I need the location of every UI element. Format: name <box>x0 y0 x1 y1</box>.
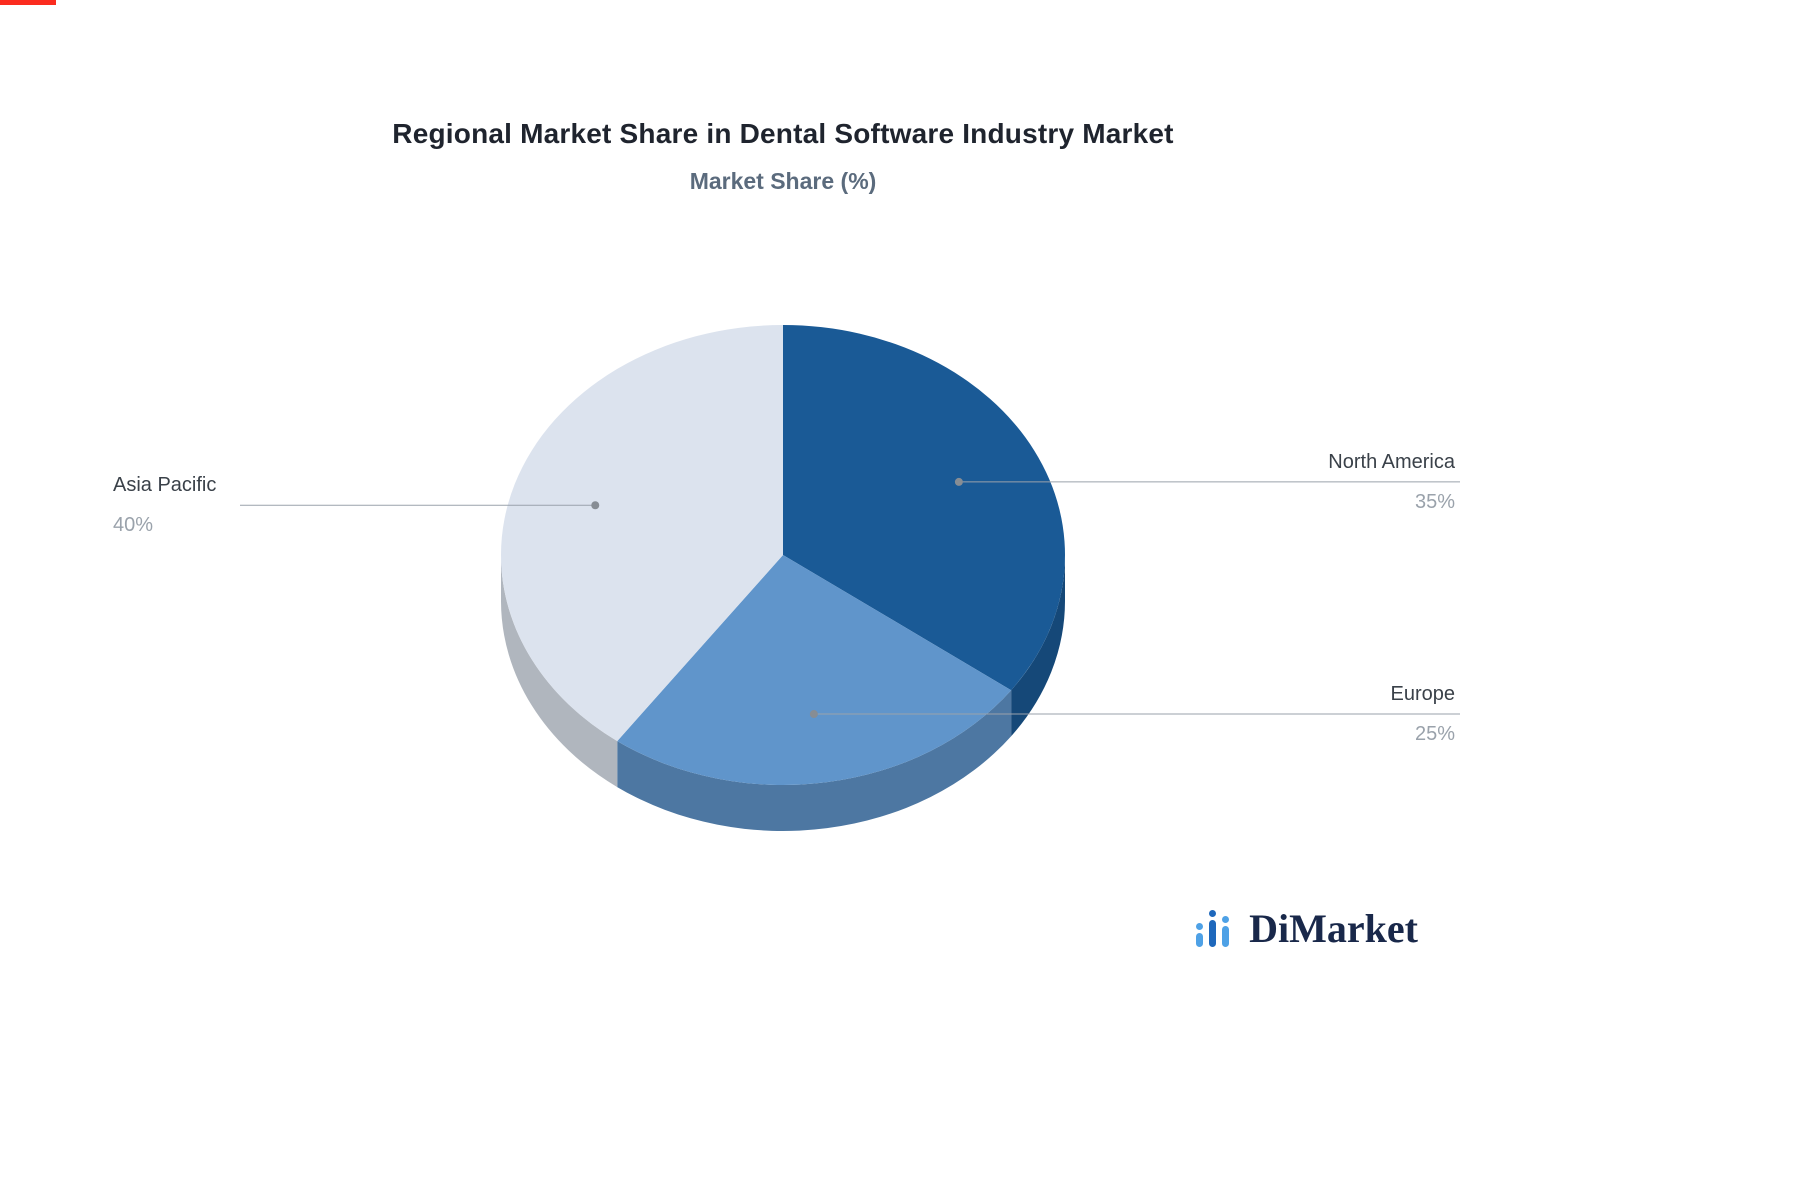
pie-label-name: North America <box>1328 450 1455 473</box>
pie-slice <box>500 325 783 742</box>
icon-bar-right <box>1222 926 1230 947</box>
leader-dot <box>591 501 600 510</box>
pie-slice <box>617 555 1012 785</box>
pie-slice <box>783 325 1065 691</box>
pie-slice-side <box>1011 555 1065 737</box>
pie-label-name: Europe <box>1390 683 1456 706</box>
icon-dot-right <box>1222 916 1230 923</box>
icon-bar-left <box>1196 933 1204 947</box>
pie-label-name: Asia Pacific <box>113 474 217 497</box>
brand-logo: DiMarket <box>1193 906 1418 952</box>
leader-dot <box>954 477 963 486</box>
pie-label-value: 40% <box>113 514 154 537</box>
pie-label: Europe 25% <box>1391 682 1456 746</box>
bar-chart-icon <box>1196 910 1230 947</box>
top-left-accent-mark <box>0 0 56 5</box>
pie-label-value: 35% <box>1414 490 1455 513</box>
chart-subtitle: Market Share (%) <box>689 168 877 194</box>
leader-dot <box>809 710 818 719</box>
pie-slice-side <box>501 555 618 788</box>
chart-title: Regional Market Share in Dental Software… <box>392 118 1174 149</box>
pie-label: North America 35% <box>1328 450 1455 514</box>
icon-dot-left <box>1196 923 1204 930</box>
pie-slice-side <box>617 690 1012 831</box>
icon-bar-middle <box>1209 920 1217 947</box>
pie-label: Asia Pacific 40% <box>113 473 216 537</box>
icon-dot-middle <box>1209 910 1217 917</box>
brand-logo-text: DiMarket <box>1249 906 1418 951</box>
pie-label-value: 25% <box>1414 723 1455 746</box>
